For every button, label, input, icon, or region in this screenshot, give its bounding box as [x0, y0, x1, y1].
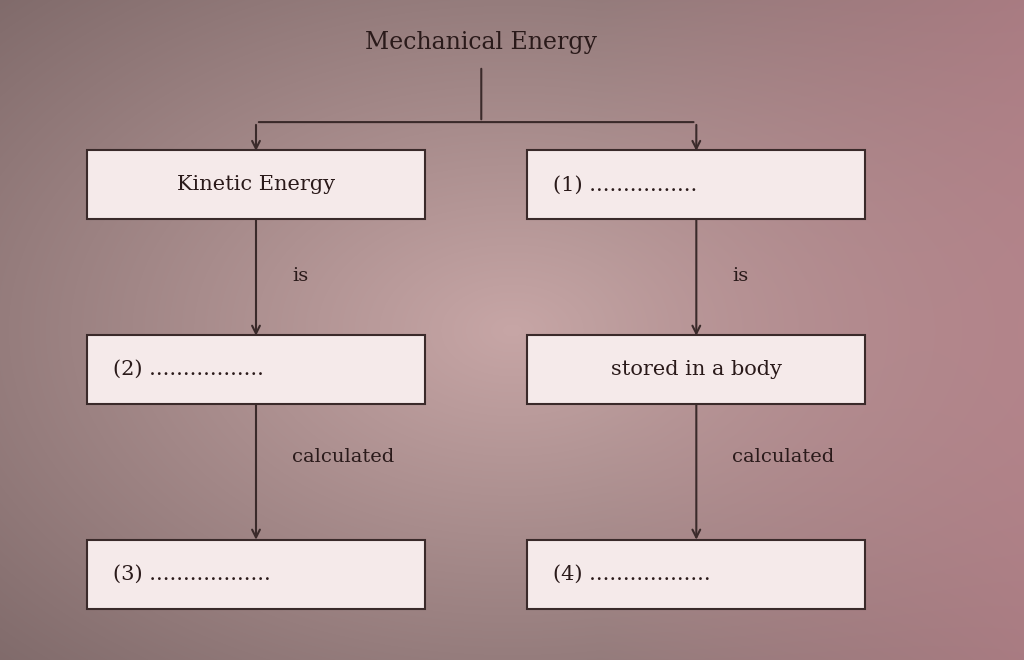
FancyBboxPatch shape [527, 150, 865, 219]
FancyBboxPatch shape [527, 335, 865, 404]
Text: is: is [292, 267, 308, 285]
Text: calculated: calculated [732, 447, 835, 466]
Text: (2) .................: (2) ................. [113, 360, 263, 379]
Text: (3) ..................: (3) .................. [113, 565, 270, 583]
FancyBboxPatch shape [87, 335, 425, 404]
FancyBboxPatch shape [527, 540, 865, 609]
Text: calculated: calculated [292, 447, 394, 466]
Text: Mechanical Energy: Mechanical Energy [366, 32, 597, 54]
FancyBboxPatch shape [87, 150, 425, 219]
Text: (4) ..................: (4) .................. [553, 565, 711, 583]
FancyBboxPatch shape [87, 540, 425, 609]
Text: stored in a body: stored in a body [611, 360, 781, 379]
Text: (1) ................: (1) ................ [553, 176, 697, 194]
Text: is: is [732, 267, 749, 285]
Text: Kinetic Energy: Kinetic Energy [177, 176, 335, 194]
